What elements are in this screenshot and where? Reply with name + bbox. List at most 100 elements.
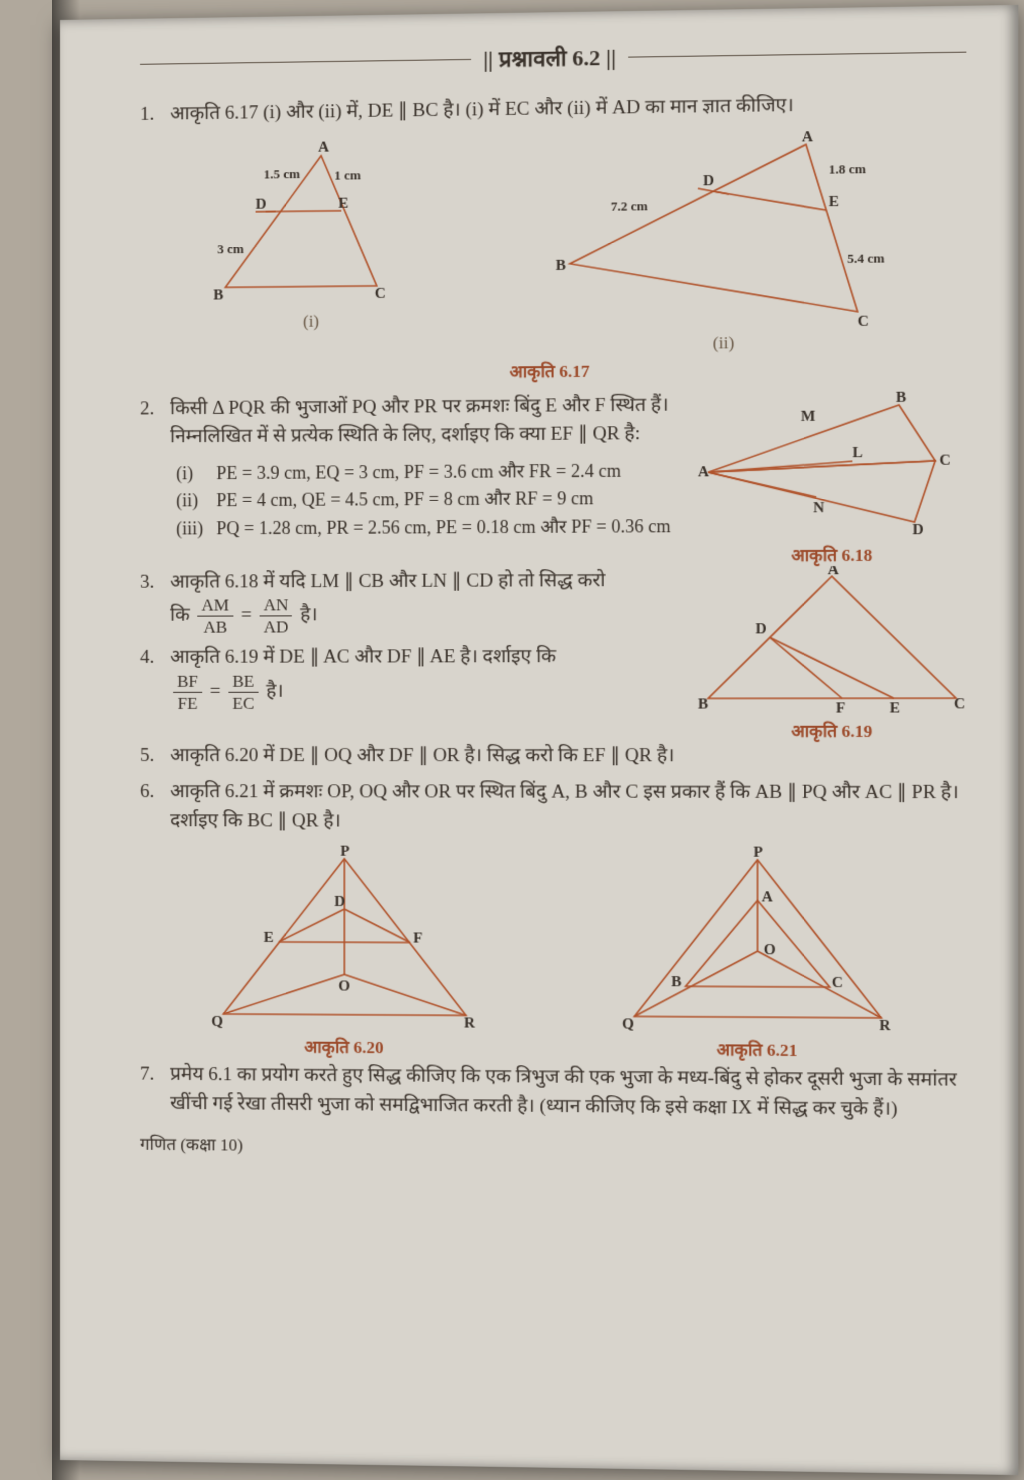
svg-text:B: B — [213, 287, 223, 303]
q3-text-a: आकृति 6.18 में यदि LM ∥ CB और LN ∥ CD हो… — [170, 569, 605, 592]
q4-post: है। — [266, 680, 283, 701]
svg-text:L: L — [852, 444, 862, 460]
rule-left — [140, 58, 471, 64]
svg-text:A: A — [828, 565, 839, 578]
svg-text:P: P — [340, 844, 349, 860]
svg-text:N: N — [813, 500, 824, 516]
fig-6-17-ii: A B C D E 7.2 cm 1.8 cm 5.4 cm (ii) — [550, 127, 899, 354]
q6-num: 6. — [140, 778, 170, 835]
svg-text:D: D — [912, 521, 923, 537]
q6-text: आकृति 6.21 में क्रमशः OP, OQ और OR पर स्… — [170, 778, 966, 837]
svg-text:Q: Q — [211, 1014, 223, 1030]
svg-text:C: C — [939, 452, 950, 468]
svg-text:A: A — [802, 129, 813, 145]
q2ii: PE = 4 cm, QE = 4.5 cm, PF = 8 cm और RF … — [216, 485, 593, 515]
triangle-i-svg: A B C D E 1.5 cm 1 cm 3 cm — [205, 134, 417, 312]
svg-text:F: F — [836, 700, 845, 716]
page-footer: गणित (कक्षा 10) — [140, 1132, 966, 1163]
rule-right — [628, 51, 966, 57]
q4-num: 4. — [140, 644, 170, 712]
question-3: 3. आकृति 6.18 में यदि LM ∥ CB और LN ∥ CD… — [140, 566, 677, 636]
svg-text:C: C — [954, 696, 965, 712]
sub-i: (i) — [205, 310, 417, 332]
meas-AD: 1.5 cm — [264, 165, 301, 181]
fig-6-19-svg: A B C D E F — [698, 565, 966, 718]
svg-text:B: B — [698, 696, 708, 712]
question-2: 2. किसी Δ PQR की भुजाओं PQ और PR पर क्रम… — [140, 391, 677, 452]
svg-text:P: P — [753, 845, 762, 861]
svg-text:B: B — [896, 389, 906, 405]
q7-num: 7. — [140, 1061, 170, 1118]
page: || प्रश्नावली 6.2 || 1. आकृति 6.17 (i) औ… — [60, 5, 1018, 1475]
sub-ii: (ii) — [550, 331, 899, 354]
q3-post: है। — [300, 604, 317, 625]
question-4: 4. आकृति 6.19 में DE ∥ AC और DF ∥ AE है।… — [140, 643, 677, 712]
frac-bf-fe: BFFE — [173, 672, 202, 711]
exercise-title: || प्रश्नावली 6.2 || — [483, 42, 616, 74]
svg-text:R: R — [463, 1015, 474, 1031]
svg-text:B: B — [556, 257, 566, 273]
q2-subs: (i)PE = 3.9 cm, EQ = 3 cm, PF = 3.6 cm औ… — [140, 457, 677, 544]
question-6: 6. आकृति 6.21 में क्रमशः OP, OQ और OR पर… — [140, 778, 966, 837]
svg-text:D: D — [703, 172, 714, 188]
fig-6-20-svg: P Q R O D E F — [203, 843, 486, 1035]
fig-6-18-caption: आकृति 6.18 — [698, 542, 966, 566]
fig-6-20-caption: आकृति 6.20 — [203, 1034, 486, 1059]
q2-num: 2. — [140, 395, 170, 452]
lbl-i: (i) — [176, 460, 216, 488]
q2iii: PQ = 1.28 cm, PR = 2.56 cm, PE = 0.18 cm… — [216, 513, 670, 543]
meas-DB2: 7.2 cm — [611, 198, 648, 214]
q5-text: आकृति 6.20 में DE ∥ OQ और DF ∥ OR है। सि… — [170, 742, 966, 771]
meas-EC2: 5.4 cm — [847, 250, 884, 266]
fig-6-21: P Q R O A B C आकृति 6.21 — [613, 844, 901, 1062]
frac-be-ec: BEEC — [228, 672, 258, 711]
q5-num: 5. — [140, 742, 170, 771]
fig-20-21-row: P Q R O D E F आकृति 6.20 P Q R O A — [140, 843, 966, 1062]
fig-6-17-row: A B C D E 1.5 cm 1 cm 3 cm (i) A B C D E — [140, 127, 966, 358]
q3-eq: = — [241, 604, 257, 625]
fig-6-17-i: A B C D E 1.5 cm 1 cm 3 cm (i) — [205, 134, 417, 357]
question-1: 1. आकृति 6.17 (i) और (ii) में, DE ∥ BC ह… — [140, 89, 966, 129]
svg-text:A: A — [318, 139, 329, 155]
svg-text:C: C — [375, 285, 386, 301]
q3q4-block: 3. आकृति 6.18 में यदि LM ∥ CB और LN ∥ CD… — [140, 565, 966, 741]
exercise-header: || प्रश्नावली 6.2 || — [140, 36, 966, 79]
question-7: 7. प्रमेय 6.1 का प्रयोग करते हुए सिद्ध क… — [140, 1061, 966, 1125]
q7-text: प्रमेय 6.1 का प्रयोग करते हुए सिद्ध कीजि… — [170, 1061, 966, 1125]
lbl-iii: (iii) — [176, 516, 216, 544]
q4-text-a: आकृति 6.19 में DE ∥ AC और DF ∥ AE है। दर… — [170, 646, 556, 668]
svg-text:A: A — [761, 889, 772, 905]
q4-eq: = — [210, 680, 226, 701]
svg-text:D: D — [755, 621, 766, 637]
svg-text:R: R — [879, 1018, 890, 1034]
meas-AE: 1 cm — [334, 167, 361, 182]
frac-am-ab: AMAB — [197, 596, 233, 635]
meas-AE2: 1.8 cm — [829, 160, 866, 176]
meas-DB: 3 cm — [217, 240, 244, 255]
svg-text:E: E — [338, 195, 348, 211]
svg-text:B: B — [671, 974, 681, 990]
svg-text:Q: Q — [622, 1016, 634, 1032]
q2i: PE = 3.9 cm, EQ = 3 cm, PF = 3.6 cm और F… — [216, 457, 621, 487]
svg-text:O: O — [338, 978, 350, 994]
svg-text:C: C — [858, 313, 869, 329]
svg-text:C: C — [831, 975, 842, 991]
svg-text:D: D — [334, 894, 345, 910]
q1-text: आकृति 6.17 (i) और (ii) में, DE ∥ BC है। … — [170, 89, 966, 129]
fig-6-20: P Q R O D E F आकृति 6.20 — [203, 843, 486, 1059]
q3-num: 3. — [140, 568, 170, 636]
fig-6-18-svg: A B C D M L N — [698, 389, 956, 543]
svg-text:E: E — [890, 700, 900, 716]
fig-6-21-caption: आकृति 6.21 — [613, 1037, 901, 1062]
q2-text: किसी Δ PQR की भुजाओं PQ और PR पर क्रमशः … — [170, 391, 677, 452]
svg-text:E: E — [263, 930, 273, 946]
svg-text:D: D — [256, 196, 267, 212]
q1-num: 1. — [140, 100, 170, 129]
svg-text:F: F — [413, 930, 422, 946]
q3-pre: कि — [170, 604, 194, 625]
fig-6-19-caption: आकृति 6.19 — [698, 718, 966, 741]
triangle-ii-svg: A B C D E 7.2 cm 1.8 cm 5.4 cm — [550, 127, 899, 334]
svg-text:M: M — [801, 408, 816, 424]
fig-6-17-caption: आकृति 6.17 — [140, 355, 966, 385]
frac-an-ad: ANAD — [259, 596, 292, 635]
